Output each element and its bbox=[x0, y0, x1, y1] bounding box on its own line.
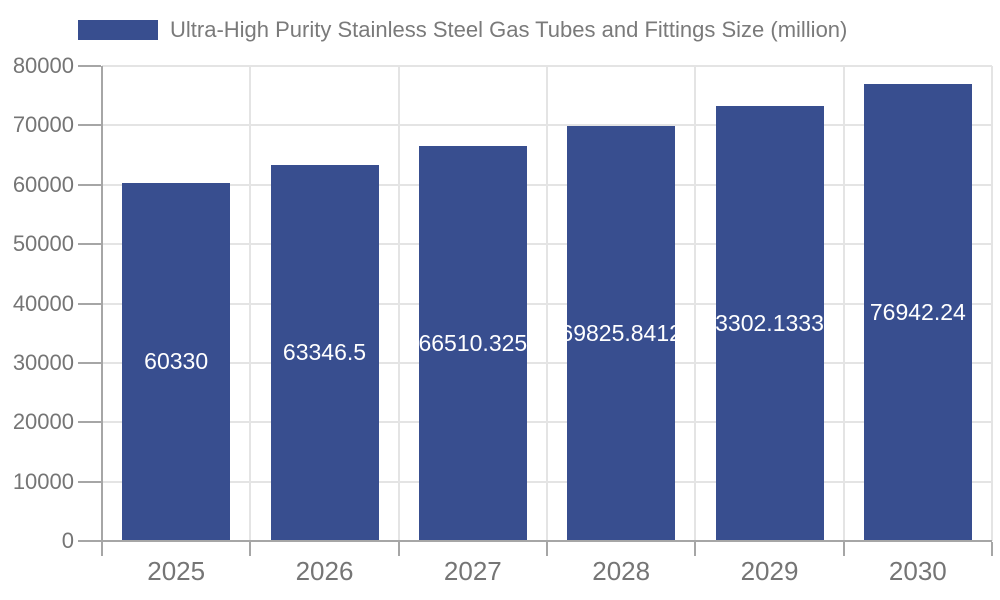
bar-value-label: 69825.8412 bbox=[567, 320, 675, 347]
x-axis-tick-label: 2028 bbox=[592, 556, 651, 586]
bar: 63346.5 bbox=[270, 164, 379, 541]
y-axis-tick-label: 0 bbox=[61, 528, 74, 553]
bar-value-label: 76942.24 bbox=[869, 299, 966, 326]
y-tick-mark bbox=[78, 183, 101, 186]
y-tick-mark bbox=[78, 421, 101, 424]
y-axis-tick-label: 60000 bbox=[12, 171, 74, 197]
v-gridline bbox=[842, 66, 845, 541]
y-axis-line bbox=[101, 66, 103, 556]
x-tick-mark bbox=[842, 542, 845, 556]
v-gridline bbox=[397, 66, 400, 541]
v-gridline bbox=[249, 66, 252, 541]
legend-swatch bbox=[78, 20, 158, 40]
x-axis-tick-label: 2029 bbox=[740, 556, 799, 586]
y-axis-tick-label: 30000 bbox=[12, 349, 74, 375]
y-tick-mark bbox=[78, 65, 101, 67]
y-axis-tick-label: 80000 bbox=[12, 53, 74, 78]
y-tick-mark bbox=[78, 361, 101, 364]
x-axis-tick-label: 2030 bbox=[888, 556, 947, 586]
bar-value-label: 66510.325 bbox=[418, 330, 527, 357]
y-axis-tick-label: 20000 bbox=[12, 409, 74, 435]
x-axis-line bbox=[101, 540, 992, 542]
x-tick-mark bbox=[991, 542, 993, 556]
x-tick-mark bbox=[249, 542, 252, 556]
x-tick-mark bbox=[694, 542, 697, 556]
y-tick-mark bbox=[78, 480, 101, 483]
bar: 76942.24 bbox=[863, 84, 972, 541]
bar: 66510.325 bbox=[418, 146, 527, 541]
x-tick-mark bbox=[397, 542, 400, 556]
y-axis-tick-label: 40000 bbox=[12, 290, 74, 316]
bar-value-label: 73302.13331 bbox=[715, 309, 824, 336]
bar: 60330 bbox=[122, 182, 231, 541]
y-tick-mark bbox=[78, 302, 101, 305]
bar-value-label: 60330 bbox=[144, 348, 209, 375]
v-gridline bbox=[991, 66, 993, 541]
y-tick-mark bbox=[78, 124, 101, 127]
y-tick-mark bbox=[78, 540, 101, 542]
y-tick-mark bbox=[78, 243, 101, 246]
y-axis-tick-label: 10000 bbox=[12, 468, 74, 494]
y-axis-tick-label: 50000 bbox=[12, 231, 74, 257]
x-axis-tick-label: 2026 bbox=[295, 556, 354, 586]
legend-label: Ultra-High Purity Stainless Steel Gas Tu… bbox=[170, 17, 848, 42]
bar-value-label: 63346.5 bbox=[282, 339, 367, 366]
x-tick-mark bbox=[546, 542, 548, 556]
v-gridline bbox=[694, 66, 697, 541]
x-axis-tick-label: 2027 bbox=[443, 556, 502, 586]
x-axis-tick-label: 2025 bbox=[147, 556, 206, 586]
y-axis-tick-label: 70000 bbox=[12, 112, 74, 138]
bar: 73302.13331 bbox=[715, 105, 824, 541]
v-gridline bbox=[546, 66, 548, 541]
bar: 69825.8412 bbox=[567, 126, 676, 541]
